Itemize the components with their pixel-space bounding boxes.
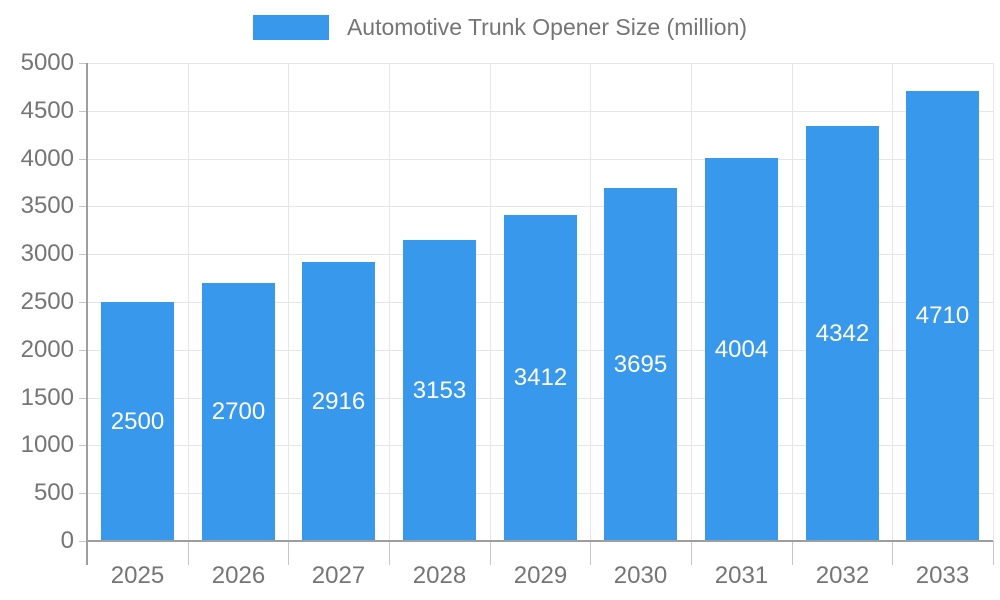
x-tick-label: 2027 — [311, 562, 366, 589]
bar-2033: 4710 — [906, 91, 979, 541]
y-tick — [79, 350, 87, 351]
y-axis-line — [86, 63, 88, 565]
x-gridline — [490, 63, 491, 541]
bar-2032: 4342 — [806, 126, 879, 541]
x-tick-label: 2033 — [915, 562, 970, 589]
bar-2030: 3695 — [604, 188, 677, 541]
x-tick — [691, 541, 692, 565]
y-tick-label: 500 — [33, 479, 74, 506]
bar-2025: 2500 — [101, 302, 174, 541]
x-tick-label: 2032 — [815, 562, 870, 589]
bar-value-label: 4004 — [714, 335, 769, 363]
x-gridline — [188, 63, 189, 541]
x-gridline — [288, 63, 289, 541]
bar-2027: 2916 — [302, 262, 375, 541]
x-tick-label: 2030 — [613, 562, 668, 589]
y-gridline — [87, 159, 993, 160]
y-tick-label: 2500 — [20, 288, 74, 315]
bar-value-label: 2500 — [110, 407, 165, 435]
x-gridline — [691, 63, 692, 541]
x-tick — [892, 541, 893, 565]
y-tick — [79, 159, 87, 160]
bar-2028: 3153 — [403, 240, 476, 541]
y-tick — [79, 63, 87, 64]
x-tick-label: 2029 — [513, 562, 568, 589]
y-tick — [79, 541, 87, 542]
bar-2029: 3412 — [504, 215, 577, 541]
y-tick — [79, 206, 87, 207]
bar-value-label: 2916 — [311, 387, 366, 415]
y-tick-label: 1000 — [20, 431, 74, 458]
x-tick — [188, 541, 189, 565]
bar-2031: 4004 — [705, 158, 778, 541]
y-tick-label: 1500 — [20, 384, 74, 411]
legend-swatch — [252, 15, 329, 40]
y-gridline — [87, 63, 993, 64]
y-tick-label: 0 — [60, 527, 74, 554]
bar-value-label: 2700 — [211, 398, 266, 425]
y-tick — [79, 398, 87, 399]
bar-value-label: 3153 — [412, 376, 467, 404]
y-tick — [79, 445, 87, 446]
y-tick-label: 5000 — [20, 49, 74, 76]
y-tick — [79, 254, 87, 255]
x-gridline — [590, 63, 591, 541]
legend-label: Automotive Trunk Opener Size (million) — [346, 14, 748, 40]
x-axis-line — [86, 540, 993, 542]
y-tick — [79, 111, 87, 112]
bar-value-label: 3695 — [613, 350, 668, 378]
x-tick-label: 2026 — [211, 562, 266, 589]
x-tick-label: 2025 — [110, 562, 165, 589]
x-tick — [993, 541, 994, 565]
y-gridline — [87, 206, 993, 207]
x-tick — [288, 541, 289, 565]
bar-value-label: 3412 — [513, 364, 568, 391]
y-tick-label: 4500 — [20, 97, 74, 124]
y-tick-label: 3000 — [20, 240, 74, 267]
y-tick-label: 4000 — [20, 145, 74, 172]
x-tick — [389, 541, 390, 565]
x-gridline — [792, 63, 793, 541]
x-gridline — [389, 63, 390, 541]
x-gridline — [892, 63, 893, 541]
y-tick — [79, 493, 87, 494]
bar-value-label: 4342 — [815, 319, 870, 347]
y-gridline — [87, 111, 993, 112]
bar-value-label: 4710 — [915, 302, 970, 329]
y-tick-label: 3500 — [20, 192, 74, 219]
x-tick — [590, 541, 591, 565]
chart-legend[interactable]: Automotive Trunk Opener Size (million) — [0, 14, 1000, 41]
x-gridline — [993, 63, 994, 541]
x-tick-label: 2031 — [714, 562, 769, 589]
x-tick — [792, 541, 793, 565]
x-tick — [490, 541, 491, 565]
x-tick-label: 2028 — [412, 562, 467, 589]
y-tick — [79, 302, 87, 303]
y-tick-label: 2000 — [20, 336, 74, 363]
bar-2026: 2700 — [202, 283, 275, 541]
